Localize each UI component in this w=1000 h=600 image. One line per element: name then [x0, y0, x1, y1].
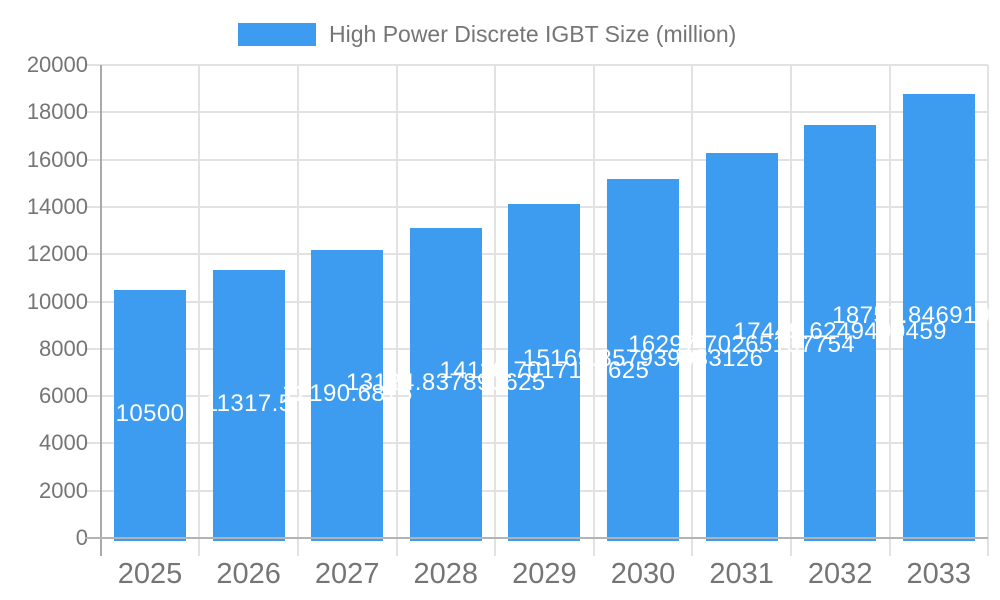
x-axis-tick-label: 2029: [512, 558, 577, 590]
legend-item[interactable]: High Power Discrete IGBT Size (million): [238, 20, 737, 47]
x-axis-tick-label: 2025: [117, 558, 183, 590]
y-axis-tick-label: 2000: [39, 477, 88, 503]
x-axis-tick-label: 2031: [709, 558, 774, 590]
legend-swatch: [238, 22, 316, 46]
bar-2027[interactable]: [311, 249, 384, 541]
bar-value-label: 11317.5: [204, 390, 293, 418]
bar-value-label: 14110.7017119625: [439, 357, 650, 385]
bar-value-label: 16297.70265137754: [628, 331, 856, 359]
v-gridline: [494, 65, 497, 556]
v-gridline: [888, 65, 891, 556]
x-axis-tick-label: 2028: [413, 558, 479, 590]
x-axis-tick-label: 2032: [807, 558, 873, 590]
bar-2030[interactable]: [607, 179, 679, 541]
y-axis-tick-label: 10000: [26, 288, 88, 314]
y-axis-tick-label: 14000: [26, 193, 88, 219]
bar-2032[interactable]: [804, 125, 877, 541]
x-axis-tick-label: 2033: [906, 558, 972, 590]
x-axis-line: [85, 537, 989, 539]
h-gridline: [85, 111, 989, 114]
y-axis-tick-label: 8000: [39, 335, 88, 361]
y-axis-tick-label: 4000: [39, 430, 88, 456]
v-gridline: [592, 65, 595, 556]
bar-2025[interactable]: [114, 289, 186, 541]
bar-2031[interactable]: [705, 152, 778, 541]
x-axis-tick-label: 2026: [216, 558, 281, 590]
bar-value-label: 15169.857939033126: [522, 344, 764, 372]
y-axis-tick-label: 16000: [26, 146, 88, 172]
bar-2033[interactable]: [902, 94, 975, 541]
bar-value-label: 10500: [115, 399, 185, 427]
y-axis-tick-label: 0: [75, 525, 88, 550]
bar-2028[interactable]: [409, 227, 482, 541]
h-gridline: [85, 158, 989, 161]
x-axis-tick-label: 2030: [610, 558, 676, 590]
v-gridline: [789, 65, 792, 556]
y-axis-tick-label: 12000: [26, 241, 88, 267]
y-axis-tick-label: 18000: [26, 99, 88, 125]
bar-2029[interactable]: [508, 204, 581, 541]
y-axis-tick-label: 6000: [39, 383, 88, 409]
h-gridline: [85, 64, 989, 66]
bar-value-label: 13124.837890625: [346, 368, 546, 396]
legend-label: High Power Discrete IGBT Size (million): [329, 20, 737, 47]
x-axis-tick-label: 2027: [314, 558, 380, 590]
bar-value-label: 17449.6249400459: [733, 317, 947, 345]
v-gridline: [987, 65, 990, 556]
y-axis-line: [99, 65, 102, 556]
y-axis-tick-label: 20000: [26, 52, 88, 77]
bar-2026[interactable]: [212, 270, 285, 541]
v-gridline: [691, 65, 694, 556]
v-gridline: [296, 65, 299, 556]
v-gridline: [198, 65, 201, 556]
v-gridline: [395, 65, 398, 556]
bar-value-label: 12190.6875: [281, 379, 413, 407]
bar-value-label: 18757.8469190459: [832, 302, 1000, 330]
